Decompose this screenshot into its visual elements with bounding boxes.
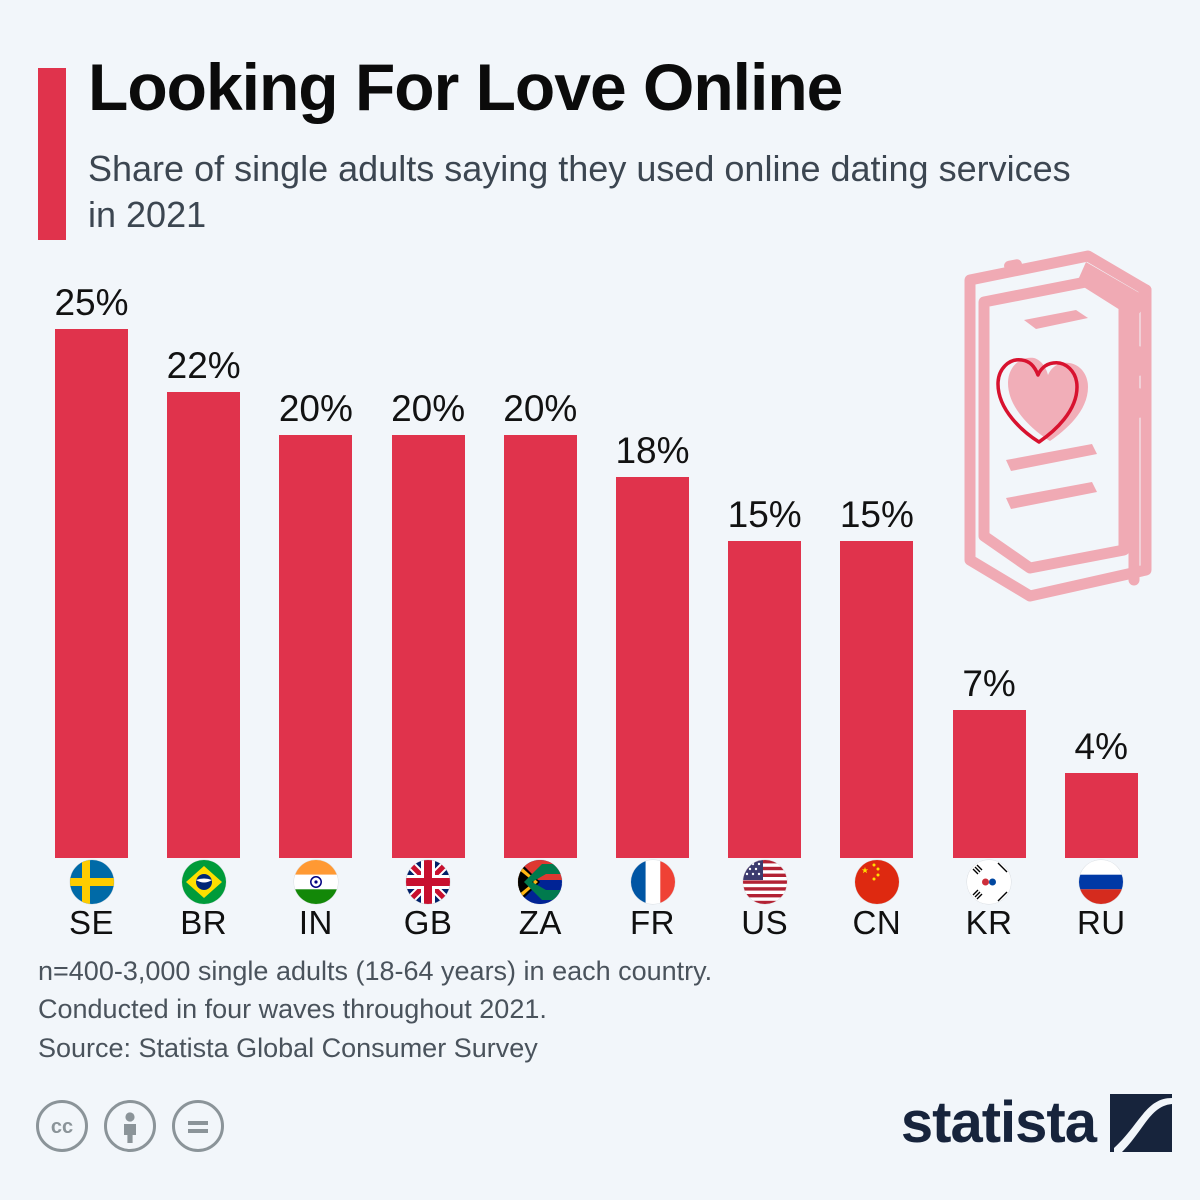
axis-tick-fr: FR xyxy=(616,860,689,941)
bar-value-label: 18% xyxy=(615,430,690,472)
country-code-label: BR xyxy=(180,904,228,941)
country-code-label: KR xyxy=(965,904,1013,941)
bar[interactable] xyxy=(840,540,914,858)
country-code-label: IN xyxy=(298,904,333,941)
bar-group-in[interactable]: 20% xyxy=(278,262,353,858)
bar[interactable] xyxy=(55,329,128,858)
flag-ru-icon xyxy=(1079,860,1124,904)
flag-in-icon xyxy=(293,860,338,904)
flag-kr-icon xyxy=(967,860,1012,904)
country-code-label: FR xyxy=(630,904,675,941)
bar-group-cn[interactable]: 15% xyxy=(839,262,914,858)
flag-za-icon xyxy=(518,860,563,904)
axis-tick-za: ZA xyxy=(504,860,577,941)
axis-tick-cn: CN xyxy=(840,860,913,941)
flag-fr-icon xyxy=(630,860,675,904)
bar-group-gb[interactable]: 20% xyxy=(391,262,466,858)
axis-tick-br: BR xyxy=(167,860,240,941)
flag-us-icon xyxy=(742,860,787,904)
country-code-label: RU xyxy=(1076,904,1126,941)
bar-group-kr[interactable]: 7% xyxy=(952,262,1026,858)
bar-value-label: 20% xyxy=(503,387,578,429)
country-code-label: CN xyxy=(852,904,902,941)
bar[interactable] xyxy=(503,434,577,858)
country-code-label: SE xyxy=(68,904,115,941)
country-code-label: ZA xyxy=(518,904,562,941)
bar-value-label: 15% xyxy=(727,493,802,535)
bar-group-br[interactable]: 22% xyxy=(166,262,241,858)
axis-tick-ru: RU xyxy=(1065,860,1138,941)
flag-gb-icon xyxy=(406,860,451,904)
bar[interactable] xyxy=(728,540,802,858)
statista-logo: statista xyxy=(901,1094,1172,1152)
bar-group-se[interactable]: 25% xyxy=(54,262,129,858)
cc-icon: cc xyxy=(36,1100,88,1152)
page-title: Looking For Love Online xyxy=(88,50,843,124)
axis-tick-kr: KR xyxy=(953,860,1026,941)
footnote-line-2: Conducted in four waves throughout 2021. xyxy=(38,994,547,1025)
footnote-source: Source: Statista Global Consumer Survey xyxy=(38,1032,538,1063)
axis-tick-gb: GB xyxy=(392,860,465,941)
header: Looking For Love Online Share of single … xyxy=(38,54,1098,242)
footnote: n=400-3,000 single adults (18-64 years) … xyxy=(38,952,858,1067)
bar-group-ru[interactable]: 4% xyxy=(1064,262,1138,858)
statista-wordmark: statista xyxy=(900,1090,1097,1155)
license-badges: cc xyxy=(36,1100,224,1152)
bar-group-us[interactable]: 15% xyxy=(727,262,802,858)
country-code-label: GB xyxy=(403,904,453,941)
flag-se-icon xyxy=(69,860,114,904)
bar-group-za[interactable]: 20% xyxy=(503,262,578,858)
bar-value-label: 7% xyxy=(962,662,1016,704)
bar[interactable] xyxy=(391,434,465,858)
bar[interactable] xyxy=(279,434,353,858)
bar[interactable] xyxy=(1064,773,1138,858)
axis-tick-se: SE xyxy=(55,860,128,941)
cc-nd-equals-icon xyxy=(172,1100,224,1152)
axis-tick-in: IN xyxy=(279,860,352,941)
footnote-line-1: n=400-3,000 single adults (18-64 years) … xyxy=(38,956,713,986)
bar-value-label: 20% xyxy=(278,387,353,429)
bar-value-label: 4% xyxy=(1074,726,1129,768)
statista-swoosh-icon xyxy=(1110,1094,1172,1152)
bar[interactable] xyxy=(167,392,241,858)
country-code-label: US xyxy=(741,904,789,941)
bar-value-label: 15% xyxy=(839,493,914,535)
svg-text:cc: cc xyxy=(51,1116,73,1138)
cc-by-person-icon xyxy=(104,1100,156,1152)
flag-cn-icon xyxy=(854,860,899,904)
bar[interactable] xyxy=(952,709,1026,858)
chart-x-axis: SE BR IN GB ZA FR US CN KR RU xyxy=(55,860,1145,942)
flag-br-icon xyxy=(181,860,226,904)
bar-chart: 25% 22% 20% 20% 20% 18% 15% 15% 7% 4% xyxy=(54,262,1145,858)
page-subtitle: Share of single adults saying they used … xyxy=(88,148,1071,236)
bar-value-label: 22% xyxy=(166,345,241,387)
title-accent-bar xyxy=(38,68,66,240)
bar-value-label: 20% xyxy=(391,387,466,429)
bar-value-label: 25% xyxy=(54,282,129,323)
bar-group-fr[interactable]: 18% xyxy=(615,262,690,858)
bar[interactable] xyxy=(616,477,689,858)
axis-tick-us: US xyxy=(728,860,801,941)
